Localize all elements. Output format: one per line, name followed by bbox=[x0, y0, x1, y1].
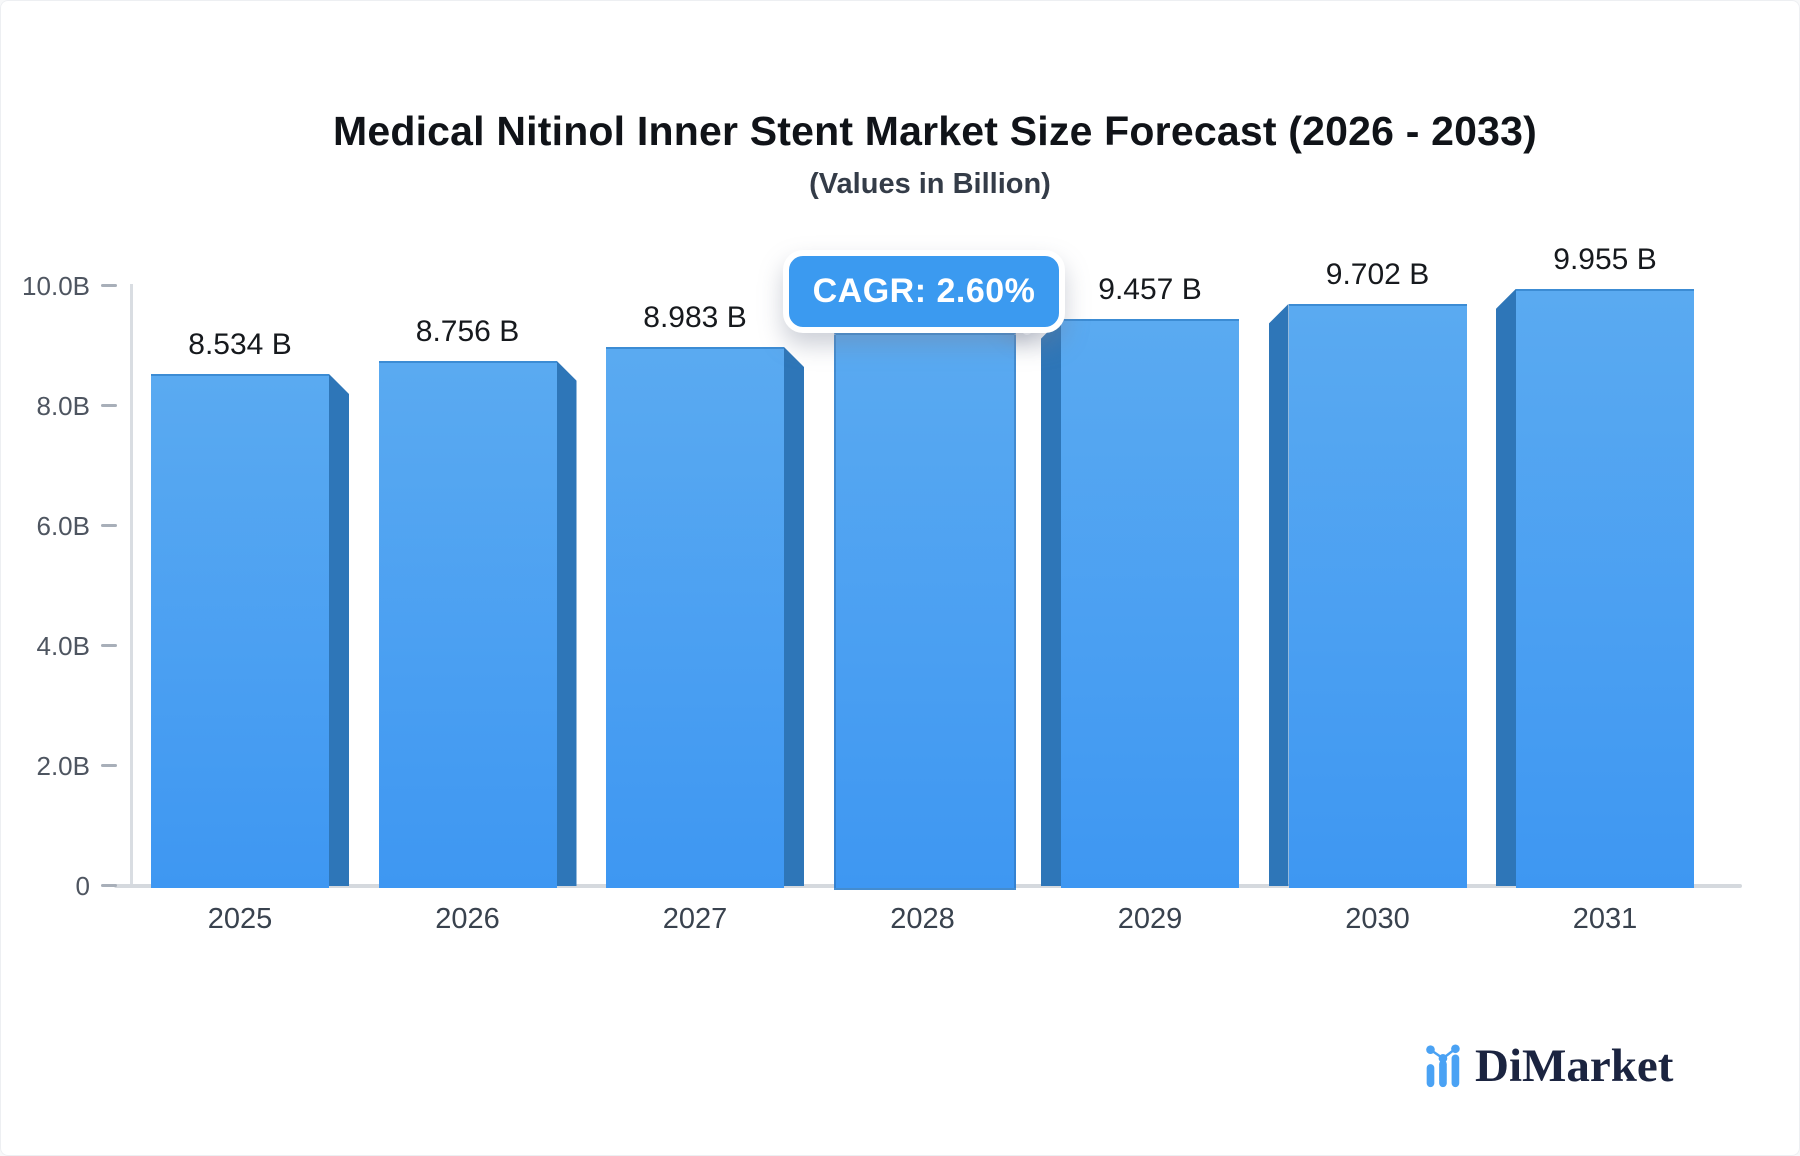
bar-2026-side-face bbox=[556, 360, 577, 886]
x-axis-label-2026: 2026 bbox=[435, 903, 500, 935]
bar-chart-logo-icon bbox=[1426, 1044, 1460, 1088]
y-axis-tick bbox=[101, 764, 117, 767]
bar-2025[interactable] bbox=[151, 373, 329, 888]
bar-2028[interactable] bbox=[833, 332, 1016, 890]
bar-2030[interactable] bbox=[1288, 303, 1467, 888]
dimarket-logo-text: DiMarket bbox=[1475, 1040, 1674, 1092]
y-axis-tick-label: 8.0B bbox=[36, 391, 91, 421]
dimarket-logo: DiMarket bbox=[1419, 1040, 1673, 1092]
bar-value-label-2026: 8.756 B bbox=[415, 314, 520, 348]
y-axis-line bbox=[130, 284, 133, 888]
x-axis-label-2027: 2027 bbox=[662, 903, 728, 935]
x-axis-label-2030: 2030 bbox=[1345, 903, 1410, 935]
bar-value-label-2029: 9.457 B bbox=[1098, 272, 1202, 306]
bar-2025-side-face bbox=[329, 373, 349, 886]
bar-2030-side-face bbox=[1268, 303, 1289, 886]
y-axis-tick bbox=[101, 644, 117, 647]
bar-value-label-2027: 8.983 B bbox=[643, 301, 747, 335]
y-axis-tick-label: 0 bbox=[75, 871, 90, 901]
y-axis-tick-label: 6.0B bbox=[36, 511, 91, 541]
bar-value-label-2030: 9.702 B bbox=[1325, 257, 1430, 291]
y-axis-tick bbox=[101, 524, 117, 527]
y-axis-tick-label: 2.0B bbox=[36, 751, 91, 781]
x-axis-label-2029: 2029 bbox=[1117, 903, 1183, 935]
bar-2027[interactable] bbox=[606, 347, 784, 888]
bar-2027-side-face bbox=[784, 347, 804, 886]
y-axis-tick bbox=[101, 884, 117, 887]
chart-title: Medical Nitinol Inner Stent Market Size … bbox=[332, 108, 1538, 154]
bar-value-label-2025: 8.534 B bbox=[188, 327, 292, 361]
bar-value-label-2031: 9.955 B bbox=[1553, 242, 1657, 276]
y-axis-tick bbox=[101, 404, 117, 407]
x-axis-label-2025: 2025 bbox=[207, 903, 273, 935]
y-axis-tick-label: 4.0B bbox=[36, 631, 91, 661]
bar-2029-side-face bbox=[1041, 318, 1061, 886]
y-axis-tick bbox=[101, 284, 117, 287]
chart-subtitle: (Values in Billion) bbox=[809, 168, 1051, 200]
bar-2026[interactable] bbox=[378, 360, 557, 888]
y-axis-tick-label: 10.0B bbox=[22, 271, 90, 301]
cagr-badge: CAGR: 2.60% bbox=[783, 250, 1065, 333]
x-axis-label-2031: 2031 bbox=[1572, 903, 1638, 935]
bar-2031-side-face bbox=[1496, 288, 1516, 886]
bar-2031[interactable] bbox=[1516, 288, 1694, 888]
x-axis-label-2028: 2028 bbox=[890, 903, 955, 935]
bar-2029[interactable] bbox=[1061, 318, 1239, 888]
